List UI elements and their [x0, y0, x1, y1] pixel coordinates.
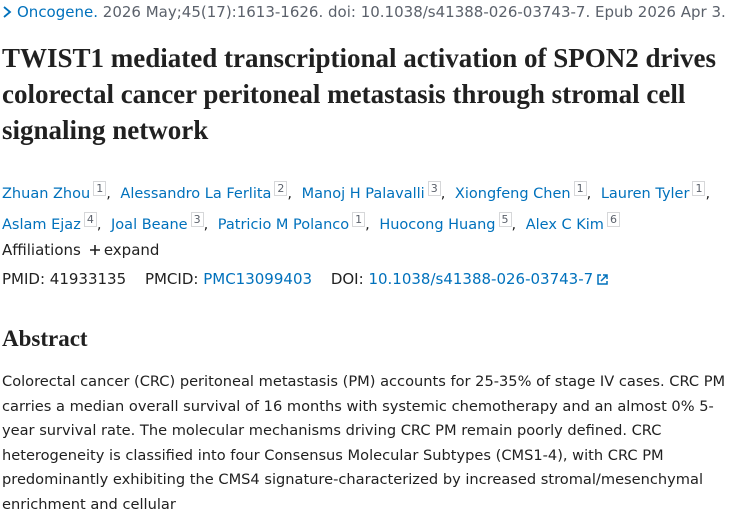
affiliation-number[interactable]: 2	[274, 181, 288, 196]
affiliation-number[interactable]: 1	[93, 181, 107, 196]
page: Article {"citation": {"journal": "Oncoge…	[2, 3, 742, 513]
affiliations-label: Affiliations	[2, 241, 81, 259]
author: Zhuan Zhou 1,	[2, 181, 111, 202]
author: Xiongfeng Chen 1,	[454, 181, 592, 202]
author-name[interactable]: Patricio M Polanco	[217, 216, 350, 233]
pmcid-link[interactable]: PMC13099403	[203, 270, 313, 288]
separator: ,	[440, 185, 446, 202]
separator: ,	[203, 216, 209, 233]
pmcid-label: PMCID:	[144, 270, 199, 288]
abstract-text: Colorectal cancer (CRC) peritoneal metas…	[2, 373, 726, 513]
affiliation-number[interactable]: 3	[427, 181, 441, 196]
author-name[interactable]: Joal Beane	[111, 216, 188, 233]
author-name[interactable]: Zhuan Zhou	[2, 185, 91, 202]
identifiers: PMID: 41933135 PMCID: PMC13099403 DOI: 1…	[2, 270, 609, 288]
pmid-label: PMID:	[2, 270, 46, 288]
affiliation-number[interactable]: 1	[573, 181, 587, 196]
affiliation-number[interactable]: 1	[692, 181, 706, 196]
page-body: Oncogene. 2026 May;45(17):1613-1626. doi…	[2, 3, 742, 513]
plus-icon	[89, 245, 100, 255]
separator: ,	[586, 185, 592, 202]
separator: ,	[511, 216, 517, 233]
journal-link[interactable]: Oncogene.	[17, 3, 98, 21]
author-name[interactable]: Lauren Tyler	[600, 185, 690, 202]
author: Alex C Kim 6	[525, 211, 620, 233]
author-name[interactable]: Alessandro La Ferlita	[120, 185, 272, 202]
author: Patricio M Polanco 1,	[217, 211, 370, 233]
affiliation-number[interactable]: 3	[190, 211, 204, 227]
separator: ,	[705, 185, 711, 202]
author-name[interactable]: Alex C Kim	[525, 216, 604, 233]
separator: ,	[96, 216, 102, 233]
abstract-heading: Abstract	[2, 326, 88, 351]
affiliation-number[interactable]: 4	[83, 211, 97, 227]
external-link-icon	[597, 274, 608, 285]
author-name[interactable]: Huocong Huang	[379, 216, 496, 233]
author: Joal Beane 3,	[111, 211, 209, 233]
citation-details: 2026 May;45(17):1613-1626. doi: 10.1038/…	[102, 3, 726, 21]
pmid: 41933135	[49, 270, 127, 288]
author-name[interactable]: Xiongfeng Chen	[454, 185, 571, 202]
author-name[interactable]: Aslam Ejaz	[2, 216, 81, 233]
separator: ,	[287, 185, 293, 202]
author: Aslam Ejaz 4,	[2, 211, 102, 233]
affiliation-number[interactable]: 6	[606, 211, 620, 227]
author: Alessandro La Ferlita 2,	[120, 181, 293, 202]
author: Lauren Tyler 1,	[600, 181, 711, 202]
doi-link[interactable]: 10.1038/s41388-026-03743-7	[368, 270, 594, 288]
affiliation-number[interactable]: 1	[352, 211, 366, 227]
chevron-icon	[3, 6, 12, 18]
doi-label: DOI:	[330, 270, 364, 288]
author-name[interactable]: Manoj H Palavalli	[301, 185, 425, 202]
expand-toggle[interactable]: expand	[103, 241, 160, 259]
author: Huocong Huang 5,	[379, 211, 517, 233]
article-title: TWIST1 mediated transcriptional activati…	[2, 43, 716, 145]
affiliations: Affiliations expand	[2, 241, 159, 259]
author: Manoj H Palavalli 3,	[301, 181, 446, 202]
separator: ,	[106, 185, 111, 202]
affiliation-number[interactable]: 5	[498, 211, 512, 227]
separator: ,	[365, 216, 370, 233]
author-list: Zhuan Zhou 1, Alessandro La Ferlita 2, Man…	[2, 176, 742, 238]
citation: Oncogene. 2026 May;45(17):1613-1626. doi…	[2, 3, 726, 21]
